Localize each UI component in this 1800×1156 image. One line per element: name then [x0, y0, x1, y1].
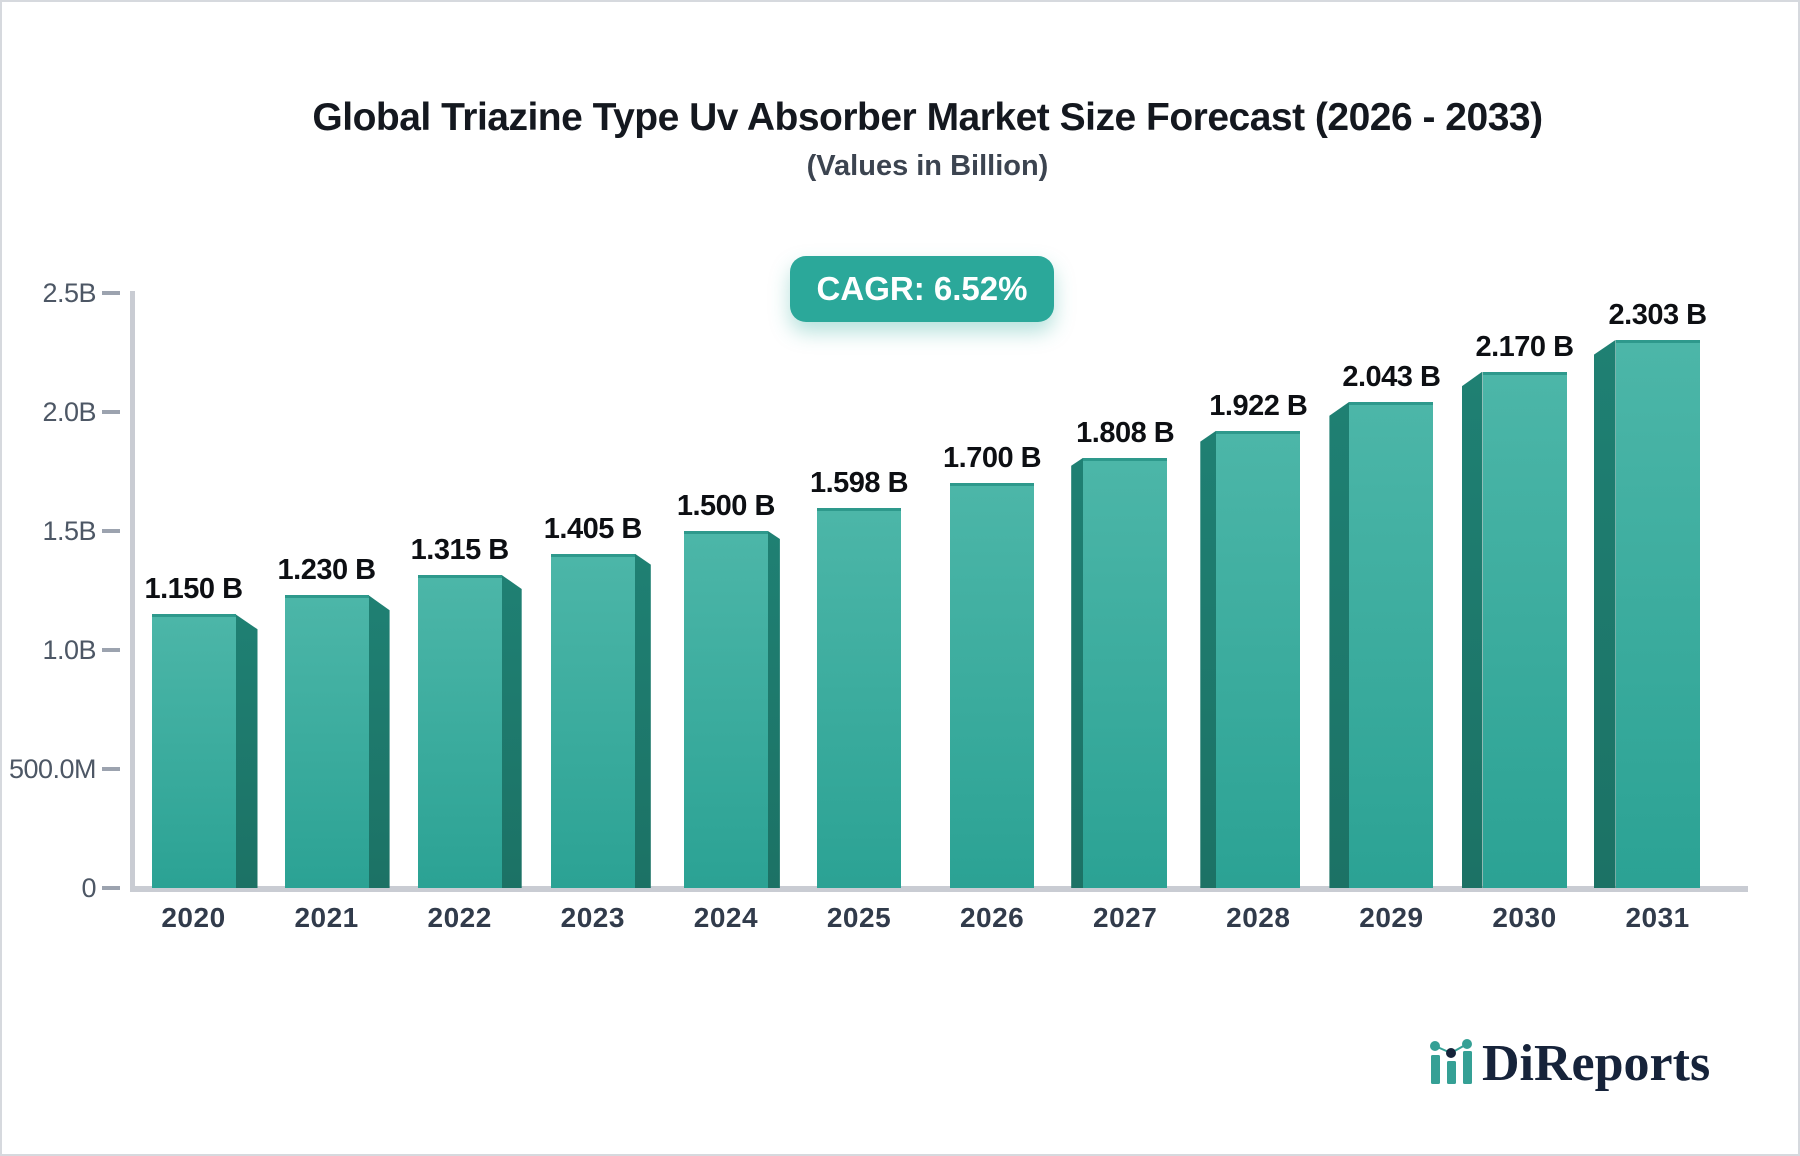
x-axis-label-2022: 2022	[427, 902, 492, 933]
x-axis-line	[130, 886, 1748, 892]
bar-3d-side	[1200, 430, 1217, 888]
bar-3d-side	[634, 553, 651, 888]
brand-logo: DiReports	[1426, 1036, 1710, 1092]
y-axis-tick-label: 2.5B	[42, 278, 96, 308]
bar-2028	[1216, 430, 1301, 888]
bar-2025	[817, 507, 901, 888]
bar-value-label: 1.700 B	[943, 442, 1042, 475]
bar-3d-side	[501, 575, 522, 888]
y-axis-tick	[102, 648, 120, 652]
y-axis-tick	[102, 886, 120, 890]
bar-3d-side	[368, 595, 390, 888]
x-axis-label-2020: 2020	[161, 902, 226, 933]
bar-2022	[417, 575, 502, 888]
bar-3d-side	[1329, 401, 1350, 888]
bar-2029	[1349, 401, 1434, 888]
bar-2024	[683, 531, 768, 888]
bar-2026	[950, 483, 1035, 888]
bar-3d-side	[767, 531, 780, 888]
page-title: Global Triazine Type Uv Absorber Market …	[312, 96, 1543, 139]
x-axis-label-2024: 2024	[693, 902, 759, 933]
page-subtitle: (Values in Billion)	[806, 150, 1049, 182]
bar-value-label: 1.315 B	[410, 534, 510, 567]
cagr-badge: CAGR: 6.52%	[790, 256, 1054, 322]
bar-value-label: 1.150 B	[144, 573, 243, 606]
bar-value-label: 1.808 B	[1076, 416, 1175, 449]
bar-2023	[550, 553, 635, 888]
bar-value-label: 2.170 B	[1475, 330, 1574, 363]
bar-3d-side	[1593, 339, 1616, 888]
x-axis-label-2030: 2030	[1492, 902, 1557, 933]
bar-value-label: 1.598 B	[809, 466, 909, 499]
x-axis-label-2029: 2029	[1359, 902, 1424, 933]
y-axis-tick-label: 0	[81, 873, 96, 903]
bar-value-label: 1.230 B	[277, 554, 377, 587]
direports-logo-icon	[1430, 1039, 1472, 1084]
x-axis-label-2026: 2026	[959, 902, 1025, 933]
x-axis-label-2031: 2031	[1625, 902, 1690, 933]
y-axis-tick	[102, 410, 120, 414]
bar-value-label: 2.303 B	[1608, 298, 1708, 331]
y-axis-tick	[102, 529, 120, 533]
y-axis-tick-label: 2.0B	[42, 397, 96, 427]
y-axis-tick-label: 1.5B	[42, 516, 96, 546]
x-axis-label-2021: 2021	[294, 902, 359, 933]
x-axis-label-2027: 2027	[1093, 902, 1158, 933]
bar-value-label: 1.405 B	[543, 512, 643, 545]
bar-value-label: 2.043 B	[1342, 360, 1441, 393]
x-axis-label-2028: 2028	[1226, 902, 1291, 933]
x-axis-label-2025: 2025	[826, 902, 892, 933]
y-axis-tick-label: 1.0B	[42, 635, 96, 665]
y-axis-tick	[102, 291, 120, 295]
y-axis-tick	[102, 767, 120, 771]
bar-3d-side	[1461, 371, 1483, 888]
bar-value-label: 1.500 B	[676, 490, 776, 522]
y-axis-tick-label: 500.0M	[8, 754, 97, 784]
bar-2021	[284, 595, 369, 888]
y-axis-line	[130, 291, 135, 892]
bar-3d-side	[235, 614, 258, 888]
bar-3d-side	[1071, 457, 1084, 888]
bar-2027	[1083, 457, 1168, 888]
bar-value-label: 1.922 B	[1209, 389, 1308, 422]
bar-2020	[151, 614, 236, 888]
bar-2031	[1615, 339, 1700, 888]
x-axis-label-2023: 2023	[560, 902, 625, 933]
brand-name: DiReports	[1482, 1035, 1711, 1092]
bar-2030	[1482, 371, 1567, 888]
